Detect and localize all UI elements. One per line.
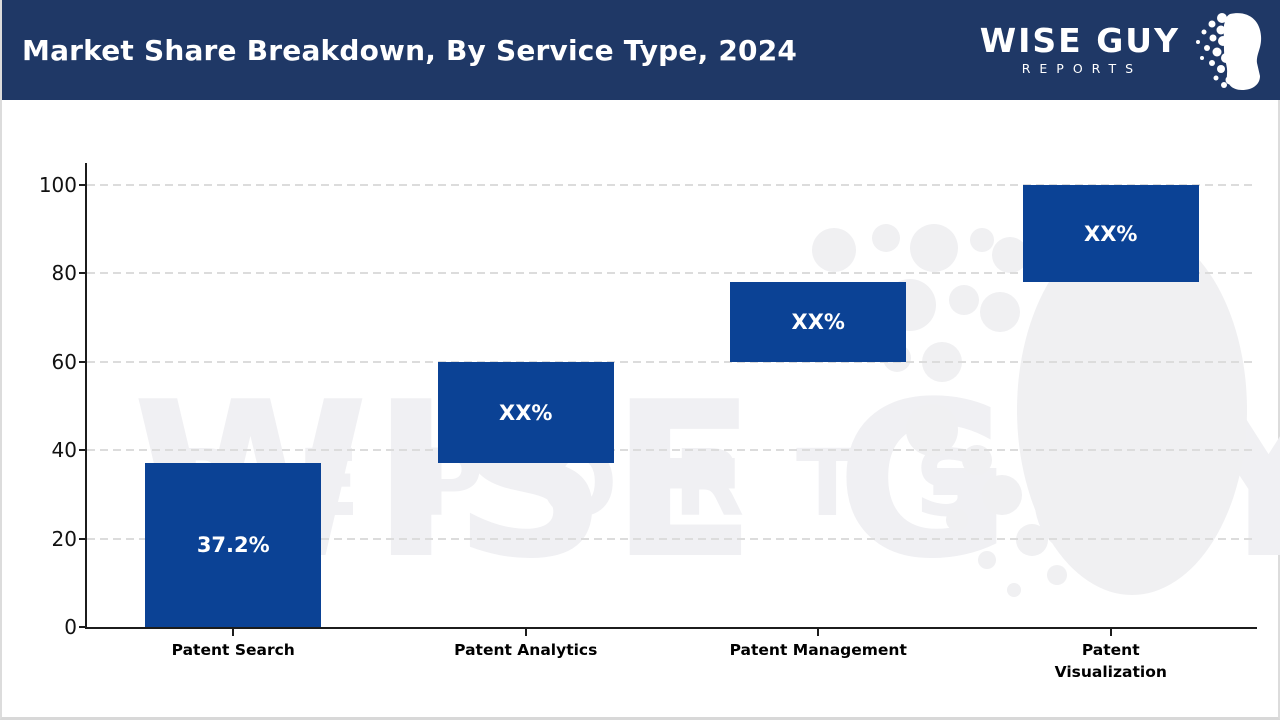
- y-tick-label: 0: [64, 615, 77, 639]
- y-tick-mark: [79, 626, 87, 628]
- x-tick-label: Patent Search: [171, 641, 295, 659]
- logo-face-icon: [1196, 13, 1262, 90]
- bar-value-label: XX%: [499, 400, 553, 425]
- y-tick-label: 20: [51, 527, 77, 551]
- bar: [145, 463, 322, 627]
- gridline: [87, 361, 1257, 363]
- x-tick-mark: [817, 629, 820, 636]
- bar-value-label: XX%: [1084, 221, 1138, 246]
- x-axis-spine: [85, 627, 1257, 629]
- x-tick-label: Patent Visualization: [1054, 641, 1167, 681]
- header-band: Market Share Breakdown, By Service Type,…: [2, 0, 1280, 100]
- x-tick-label: Patent Analytics: [454, 641, 598, 659]
- y-tick-label: 40: [51, 438, 77, 462]
- bar: [1022, 185, 1199, 282]
- gridline: [87, 538, 1257, 540]
- bar-value-label: 37.2%: [196, 533, 270, 557]
- gridline: [87, 272, 1257, 274]
- brand-logo: WISE GUY REPORTS: [980, 8, 1264, 92]
- y-tick-mark: [79, 272, 87, 274]
- y-tick-mark: [79, 184, 87, 186]
- waterfall-chart: WISE GUY REPORTS 0 20 40 60 80 100 37.2% Patent…: [2, 100, 1280, 717]
- bar: [437, 362, 614, 463]
- gridline: [87, 184, 1257, 186]
- y-tick-label: 60: [51, 350, 77, 374]
- brand-subname: REPORTS: [1021, 61, 1143, 76]
- y-tick-mark: [79, 361, 87, 363]
- y-tick-mark: [79, 538, 87, 540]
- y-tick-mark: [79, 449, 87, 451]
- y-tick-label: 100: [38, 173, 77, 197]
- x-tick-mark: [524, 629, 527, 636]
- watermark-dots-face: [812, 224, 1247, 597]
- y-axis-spine: [85, 163, 87, 629]
- bar-value-label: XX%: [791, 310, 845, 334]
- brand-name: WISE GUY: [979, 21, 1180, 60]
- y-tick-label: 80: [51, 261, 77, 285]
- bar: [730, 282, 907, 362]
- gridline: [87, 449, 1257, 451]
- chart-title: Market Share Breakdown, By Service Type,…: [22, 33, 798, 67]
- brand-logo-text: WISE GUY REPORTS: [980, 24, 1180, 76]
- x-tick-mark: [232, 629, 235, 636]
- x-tick-mark: [1109, 629, 1112, 636]
- x-tick-label: Patent Management: [729, 641, 907, 659]
